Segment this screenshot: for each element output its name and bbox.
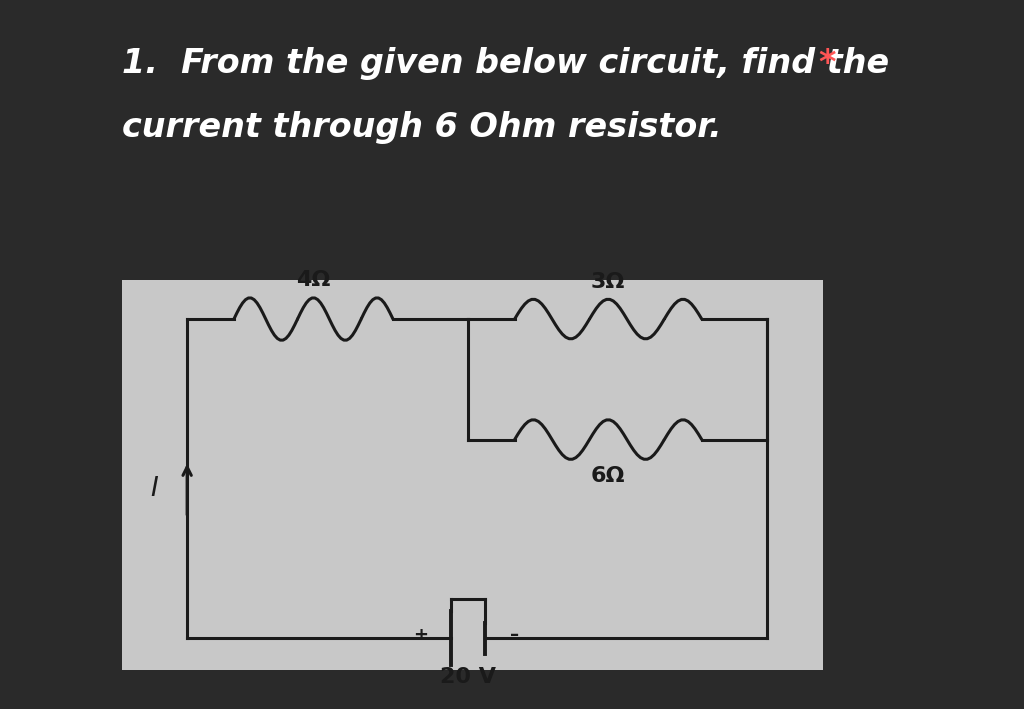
Text: 6Ω: 6Ω <box>591 467 626 486</box>
Text: 3Ω: 3Ω <box>591 272 626 292</box>
Text: current through 6 Ohm resistor.: current through 6 Ohm resistor. <box>122 111 721 144</box>
Text: –: – <box>510 625 519 644</box>
Text: 4Ω: 4Ω <box>296 270 331 290</box>
Text: 20 V: 20 V <box>440 667 496 687</box>
Text: 1.  From the given below circuit, find the: 1. From the given below circuit, find th… <box>122 48 900 80</box>
Text: *: * <box>819 48 837 80</box>
Bar <box>122 280 823 670</box>
Text: I: I <box>151 476 159 502</box>
Text: +: + <box>414 625 429 644</box>
